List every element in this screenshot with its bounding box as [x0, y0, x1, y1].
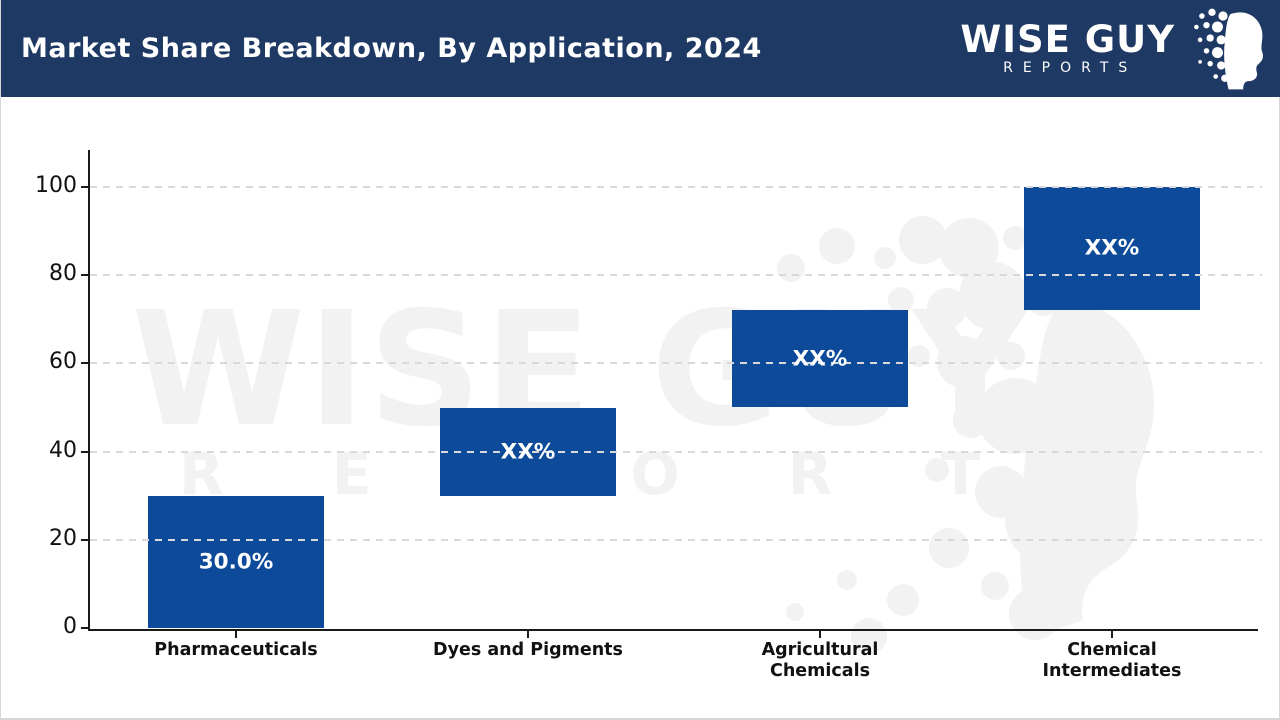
gridline-20 [90, 538, 1262, 541]
logo-reports-label: REPORTS [1003, 60, 1138, 76]
y-tick-label: 20 [49, 525, 77, 551]
gridline-60 [90, 362, 1262, 365]
y-tick-label: 100 [35, 173, 77, 198]
gridline-80 [90, 274, 1262, 277]
y-tick-mark [81, 538, 88, 541]
y-tick-mark [81, 362, 88, 365]
chart-title: Market Share Breakdown, By Application, … [21, 33, 762, 64]
y-tick-mark [81, 627, 88, 629]
gridline-40 [90, 450, 1262, 453]
y-axis-line [88, 150, 90, 630]
x-tick-mark [819, 631, 821, 638]
x-tick-label: Chemical Intermediates [1042, 640, 1182, 681]
x-tick-label: Pharmaceuticals [154, 640, 318, 660]
x-axis-line [88, 629, 1258, 631]
wise-guy-reports-logo: WISE GUY REPORTS [960, 0, 1269, 97]
y-tick-mark [81, 274, 88, 277]
logo-face-icon [1194, 8, 1264, 89]
x-tick-label: Dyes and Pigments [433, 640, 623, 660]
y-tick-label: 80 [49, 261, 77, 287]
y-tick-mark [81, 450, 88, 453]
bar-agricultural-chemicals[interactable] [732, 309, 908, 408]
y-tick-mark [81, 186, 88, 188]
bar-value-label: XX% [792, 346, 848, 372]
y-tick-label: 60 [49, 349, 77, 375]
x-tick-mark [235, 631, 237, 638]
bar-value-label: XX% [1084, 235, 1140, 261]
y-tick-label: 40 [49, 437, 77, 463]
bar-chemical-intermediates[interactable] [1024, 187, 1200, 310]
bar-pharmaceuticals[interactable] [148, 495, 324, 628]
logo-text: WISE GUY REPORTS [960, 18, 1175, 77]
logo-wiseguy-label: WISE GUY [960, 18, 1175, 61]
x-tick-mark [527, 631, 529, 638]
y-tick-label: 0 [63, 614, 77, 639]
x-tick-mark [1111, 631, 1113, 638]
x-tick-label: Agricultural Chemicals [761, 640, 879, 681]
bar-value-label: 30.0% [198, 549, 274, 575]
gridline-100 [90, 186, 1262, 188]
header-bar: Market Share Breakdown, By Application, … [1, 0, 1280, 97]
bar-value-label: XX% [500, 439, 556, 465]
